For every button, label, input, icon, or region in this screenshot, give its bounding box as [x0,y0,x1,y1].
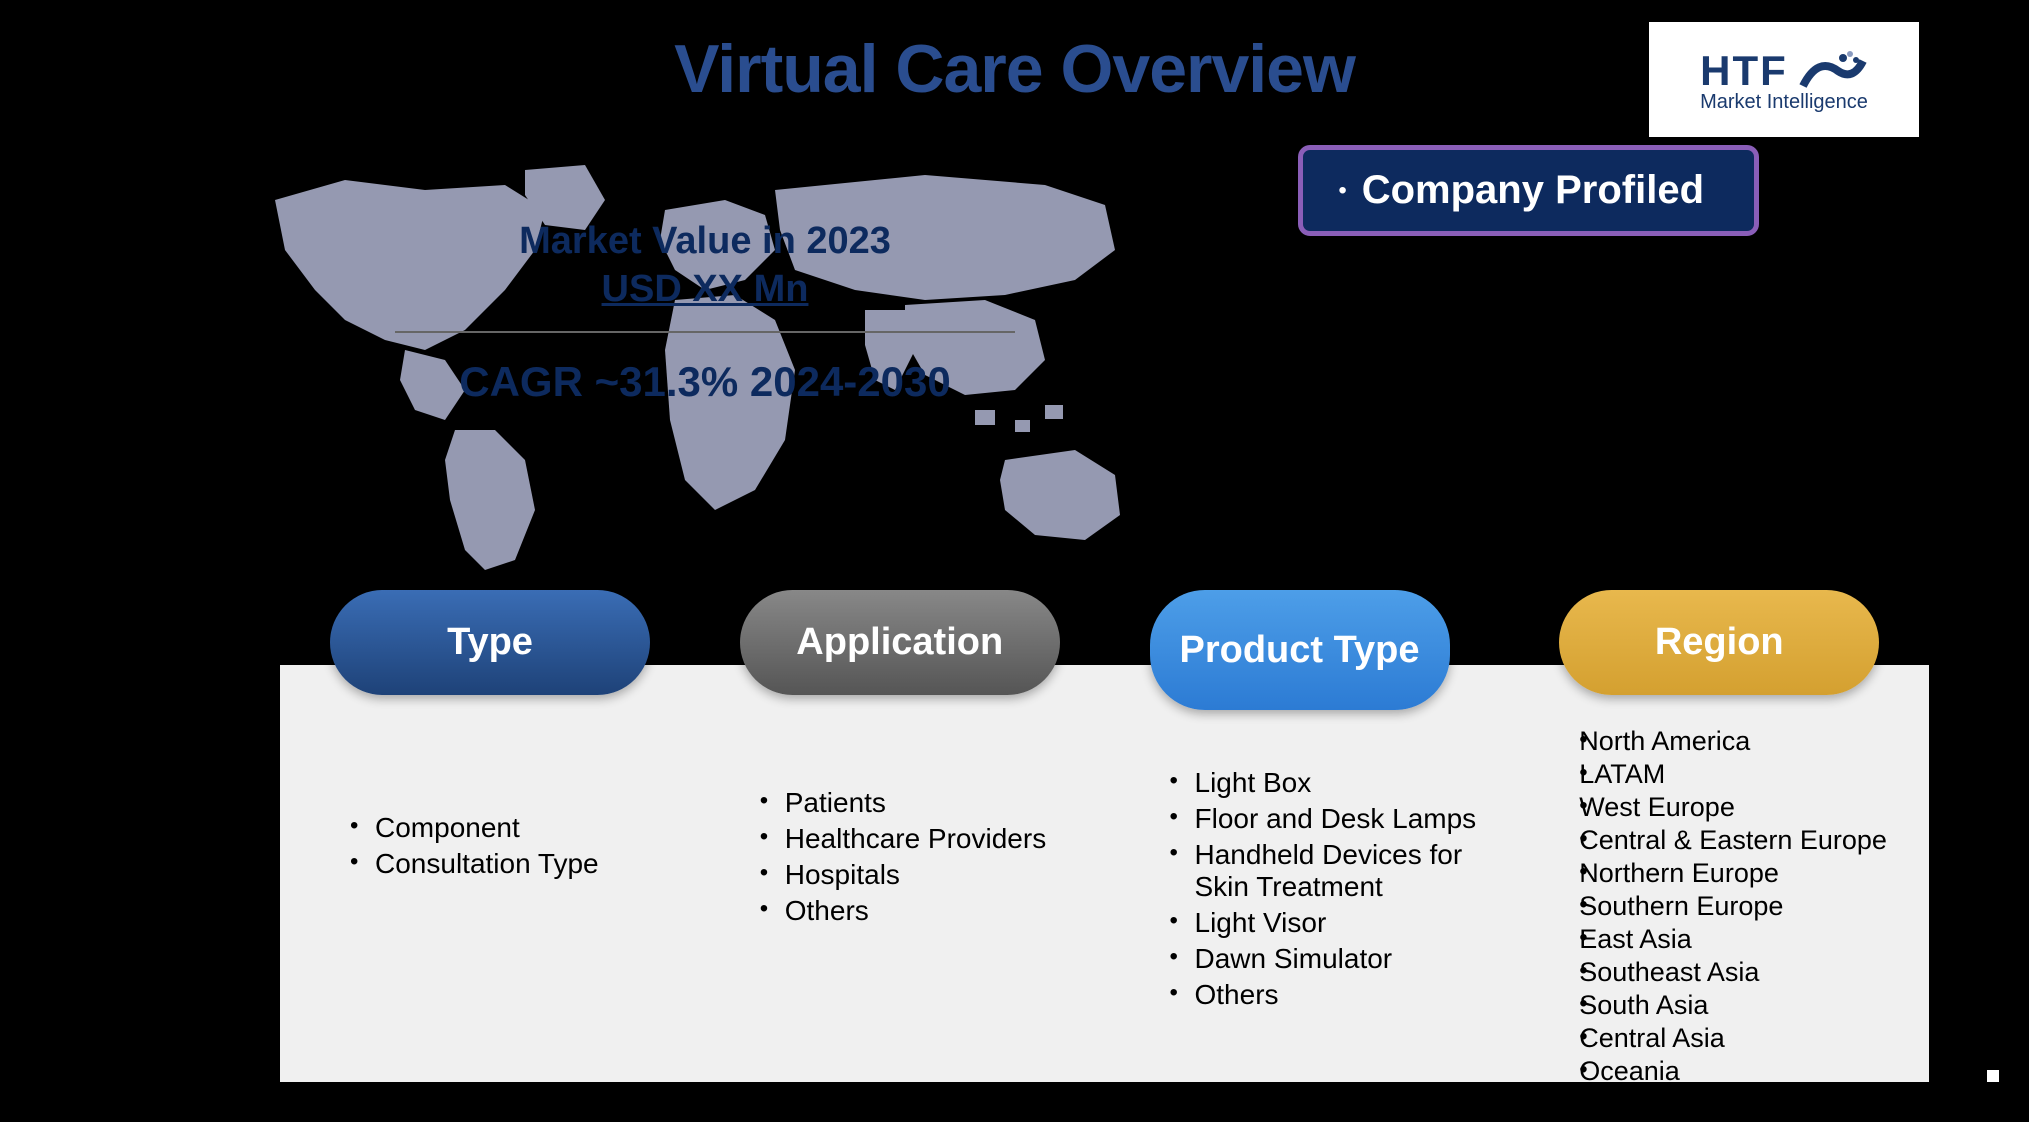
list-item: Northern Europe [1579,857,1919,890]
htf-logo: HTF Market Intelligence [1649,22,1919,137]
logo-main-text: HTF [1700,47,1788,95]
list-item: Floor and Desk Lamps [1170,801,1510,837]
list-item: Healthcare Providers [760,821,1100,857]
list-item: Others [760,893,1100,929]
pill-application: Application [740,590,1060,695]
category-product-type: Product Type Light BoxFloor and Desk Lam… [1150,590,1510,1121]
type-items: ComponentConsultation Type [330,725,690,882]
list-item: Light Visor [1170,905,1510,941]
market-value-amount: USD XX Mn [225,268,1185,311]
list-item: Southern Europe [1579,890,1919,923]
list-item: Component [350,810,690,846]
product-type-items: Light BoxFloor and Desk LampsHandheld De… [1150,740,1510,1013]
list-item: Southeast Asia [1579,956,1919,989]
category-application: Application PatientsHealthcare Providers… [740,590,1100,1121]
bullet-icon: • [1338,177,1346,205]
list-item: Central Asia [1579,1022,1919,1055]
cagr-text: CAGR ~31.3% 2024-2030 [225,358,1185,406]
list-item: Dawn Simulator [1170,941,1510,977]
pill-type: Type [330,590,650,695]
category-type: Type ComponentConsultation Type [330,590,690,1121]
world-map-container: Market Value in 2023 USD XX Mn CAGR ~31.… [225,150,1185,590]
list-item: North America [1579,725,1919,758]
list-item: Oceania [1579,1055,1919,1088]
company-profiled-box: • Company Profiled [1298,145,1759,236]
list-item: Consultation Type [350,846,690,882]
list-item: Light Box [1170,765,1510,801]
categories-row: Type ComponentConsultation Type Applicat… [330,590,1919,1121]
page-title: Virtual Care Overview [674,30,1355,108]
region-items: North AmericaLATAMWest EuropeCentral & E… [1559,725,1919,1121]
logo-icon [1798,46,1868,96]
map-overlay: Market Value in 2023 USD XX Mn CAGR ~31.… [225,220,1185,406]
divider [395,331,1015,333]
list-item: Hospitals [760,857,1100,893]
list-item: Handheld Devices for Skin Treatment [1170,837,1510,905]
list-item: West Europe [1579,791,1919,824]
pill-product-type: Product Type [1150,590,1450,710]
list-item: Others [1170,977,1510,1013]
list-item: South Asia [1579,989,1919,1022]
list-item: MEA [1579,1088,1919,1121]
list-item: Patients [760,785,1100,821]
pill-region: Region [1559,590,1879,695]
list-item: Central & Eastern Europe [1579,824,1919,857]
market-value-label: Market Value in 2023 [225,220,1185,263]
list-item: East Asia [1579,923,1919,956]
application-items: PatientsHealthcare ProvidersHospitalsOth… [740,725,1100,929]
corner-marker [1987,1070,1999,1082]
list-item: LATAM [1579,758,1919,791]
company-profiled-label: Company Profiled [1362,168,1704,213]
category-region: Region North AmericaLATAMWest EuropeCent… [1559,590,1919,1121]
